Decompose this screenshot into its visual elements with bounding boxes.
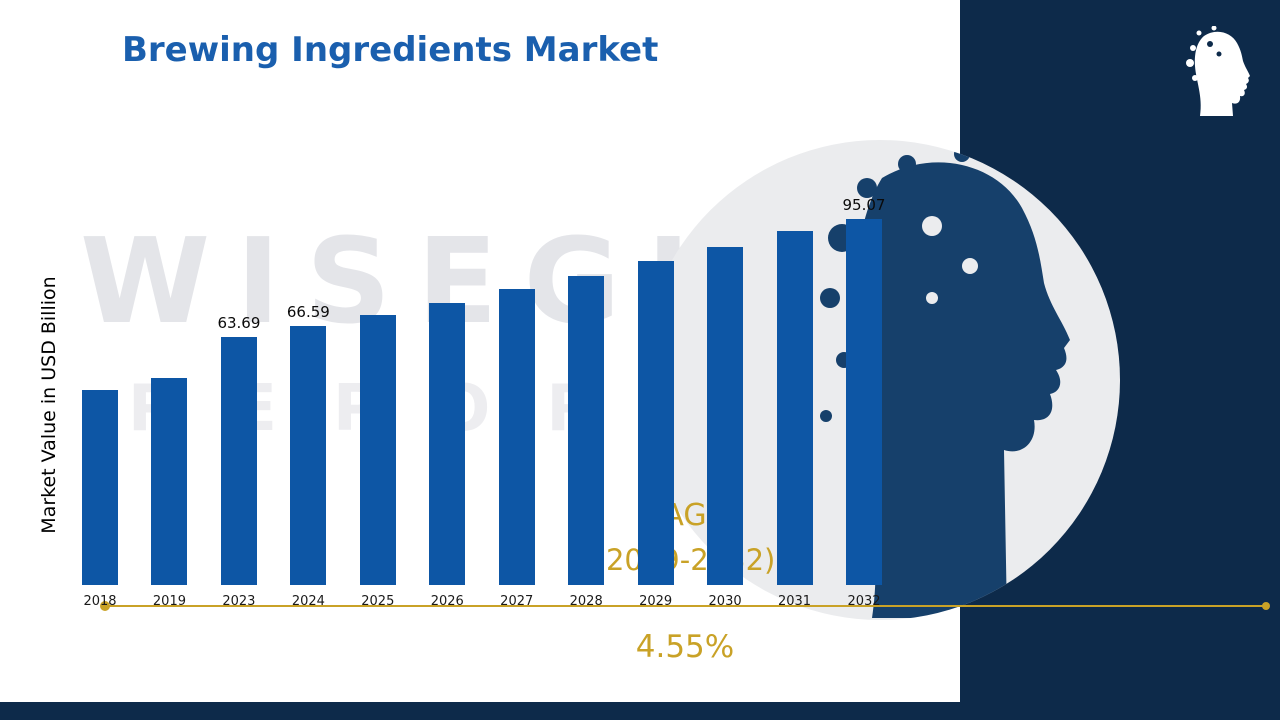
x-axis-tick-label: 2031 [777,594,812,609]
bar-chart: 2018 2019 63.69 2023 66.59 2024 2025 2026 2027 20… [80,196,886,609]
bar-value-label: 95.07 [842,196,886,214]
x-axis-tick-label: 2030 [708,594,742,609]
bar-value-label: 63.69 [217,314,261,332]
cagr-range: (2019-2032) [594,543,776,577]
bar-column: 2026 [427,196,467,609]
face-silhouette-icon [820,148,1070,618]
bar-column: 2028 [566,196,606,609]
x-axis-tick-label: 2019 [152,594,186,609]
x-axis-tick-label: 2026 [430,594,464,609]
bar-column: 2025 [358,196,398,609]
divider-dot-left [100,601,110,611]
bar-column: 2030 [705,196,745,609]
chart-title: Brewing Ingredients Market [122,30,659,70]
bar [290,326,327,585]
bar-column: 95.07 2032 [842,196,886,609]
bar-column: 2027 [497,196,537,609]
gold-divider [100,601,1270,611]
x-axis-tick-label: 2018 [83,594,117,609]
footer-bar [0,702,1280,720]
bar [845,219,882,585]
brand-logo-subtitle: R E P O R T S [26,87,242,105]
bar [359,315,396,585]
bar-column: 2031 [775,196,815,609]
bar-column: 2029 [636,196,676,609]
bar-value-label: 66.59 [286,303,330,321]
bar [637,261,674,585]
x-axis-tick-label: 2027 [500,594,534,609]
x-axis-tick-label: 2032 [847,594,881,609]
brand-logo: WISE GUY R E P O R T S [22,36,245,105]
x-axis-tick-label: 2023 [222,594,256,609]
brand-logo-name: WISE GUY [22,36,245,79]
y-axis-label: Market Value in USD Billion [38,276,60,534]
brand-logo-face-icon [1186,26,1250,116]
bar-column: 66.59 2024 [286,196,330,609]
bar [82,390,118,585]
bar [707,247,744,585]
bar [498,289,535,585]
bar [151,378,188,585]
bar [429,303,466,585]
x-axis-tick-label: 2029 [639,594,673,609]
bar-column: 2018 [80,196,120,609]
x-axis-tick-label: 2024 [291,594,325,609]
bar-column: 2019 [149,196,189,609]
divider-line [106,605,1264,607]
divider-dot-right [1262,602,1270,610]
bar [568,276,605,585]
cagr-value: 4.55% [635,629,735,665]
bar [220,337,257,585]
bar [776,231,813,585]
bar-column: 63.69 2023 [217,196,261,609]
x-axis-tick-label: 2025 [361,594,395,609]
x-axis-tick-label: 2028 [569,594,603,609]
